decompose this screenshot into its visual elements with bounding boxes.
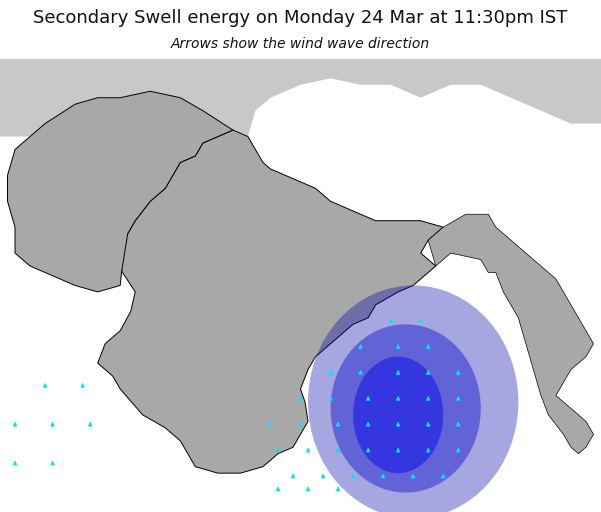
Polygon shape <box>0 59 601 137</box>
Ellipse shape <box>308 286 518 512</box>
Ellipse shape <box>331 324 481 493</box>
Polygon shape <box>8 91 233 292</box>
Text: Secondary Swell energy on Monday 24 Mar at 11:30pm IST: Secondary Swell energy on Monday 24 Mar … <box>33 9 568 27</box>
Ellipse shape <box>353 357 444 473</box>
Polygon shape <box>98 130 443 473</box>
Polygon shape <box>429 214 593 454</box>
Text: Arrows show the wind wave direction: Arrows show the wind wave direction <box>171 37 430 51</box>
